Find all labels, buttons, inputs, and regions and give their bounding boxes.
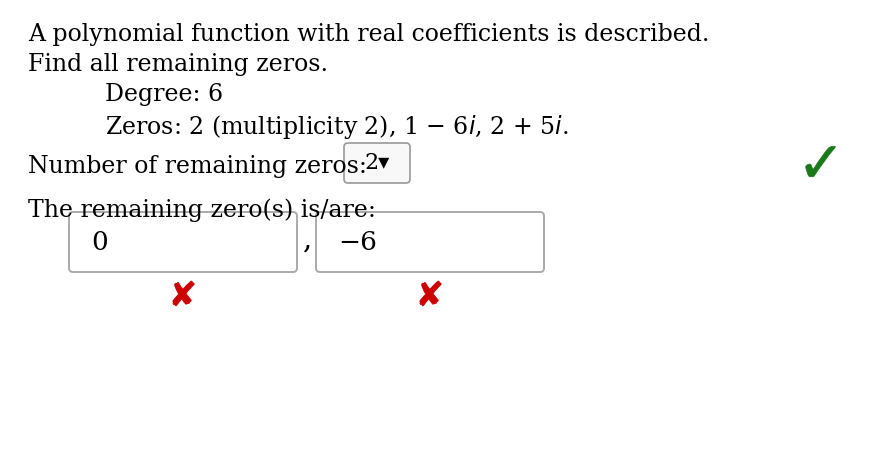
Text: A polynomial function with real coefficients is described.: A polynomial function with real coeffici… bbox=[28, 23, 710, 46]
FancyBboxPatch shape bbox=[344, 143, 410, 183]
Text: Find all remaining zeros.: Find all remaining zeros. bbox=[28, 53, 328, 76]
Text: −6: −6 bbox=[338, 230, 377, 255]
FancyBboxPatch shape bbox=[316, 212, 544, 272]
Text: Degree: 6: Degree: 6 bbox=[105, 83, 223, 106]
Text: 2▾: 2▾ bbox=[364, 152, 389, 174]
FancyBboxPatch shape bbox=[69, 212, 297, 272]
Text: The remaining zero(s) is/are:: The remaining zero(s) is/are: bbox=[28, 198, 376, 222]
Text: ,: , bbox=[303, 226, 313, 254]
Text: 0: 0 bbox=[91, 230, 107, 255]
Text: Zeros: 2 (multiplicity 2), 1 $-$ 6$i$, 2 $+$ 5$i$.: Zeros: 2 (multiplicity 2), 1 $-$ 6$i$, 2… bbox=[105, 113, 568, 141]
Text: Number of remaining zeros:: Number of remaining zeros: bbox=[28, 155, 367, 178]
